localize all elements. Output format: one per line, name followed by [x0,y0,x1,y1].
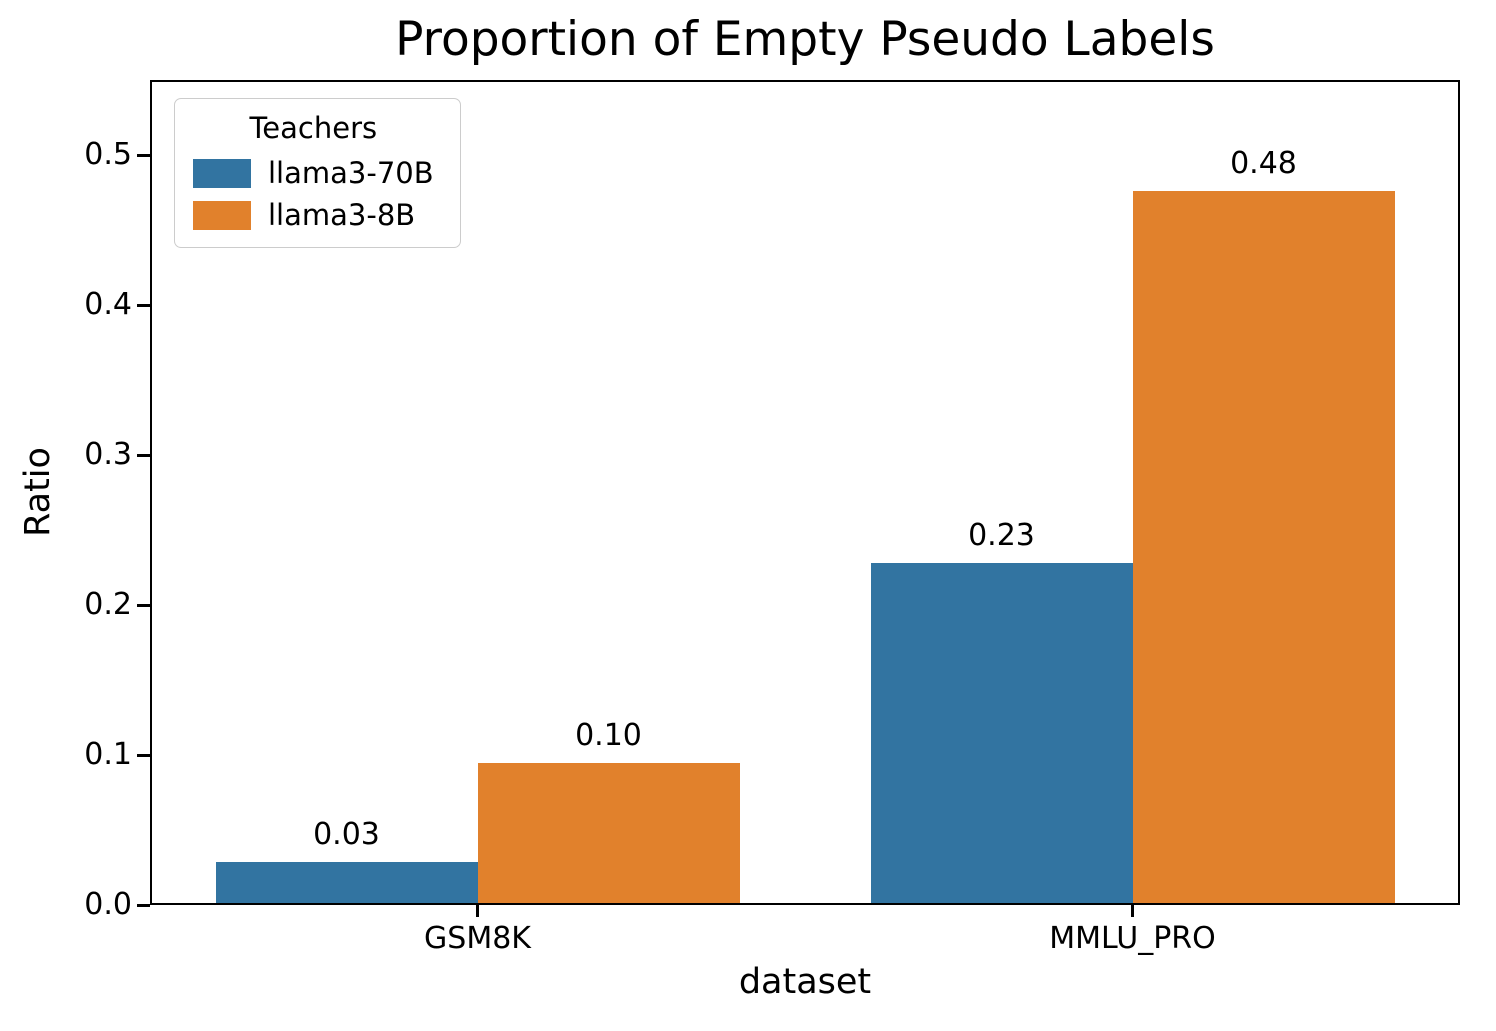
bar [870,563,1133,905]
y-tick-mark [137,603,150,607]
y-tick-mark [137,303,150,307]
y-tick-mark [137,453,150,457]
legend: Teachers llama3-70B llama3-8B [174,98,461,248]
x-tick-mark [476,905,479,917]
y-tick-mark [137,153,150,157]
bar-value-label: 0.03 [313,816,380,852]
x-axis-label: dataset [738,962,872,1002]
bar [1132,191,1395,905]
legend-swatch [193,158,251,188]
y-tick-label: 0.5 [84,137,132,172]
plot-area: 0.03 0.10 0.23 0.48 Teachers llama3-70B llam… [150,80,1460,905]
y-tick-label: 0.2 [84,587,132,622]
bar [477,762,740,905]
y-tick-mark [137,753,150,757]
legend-label: llama3-70B [268,156,434,190]
legend-label: llama3-8B [268,198,416,232]
y-tick-label: 0.0 [84,887,132,922]
legend-swatch [193,200,251,230]
y-tick-mark [137,903,150,907]
chart-title: Proportion of Empty Pseudo Labels [395,12,1215,67]
y-tick-label: 0.3 [84,437,132,472]
legend-title: Teachers [249,111,378,145]
legend-items: llama3-70B llama3-8B [193,157,434,231]
bar-value-label: 0.23 [968,518,1035,553]
x-tick-label: GSM8K [424,921,531,956]
bar [215,861,478,905]
legend-item: llama3-70B [193,157,434,189]
x-tick-label: MMLU_PRO [1049,921,1216,956]
legend-item: llama3-8B [193,199,434,231]
bar-value-label: 0.48 [1230,146,1297,181]
x-tick-mark [1131,905,1134,917]
y-tick-label: 0.4 [84,287,132,322]
y-tick-label: 0.1 [84,737,132,772]
bar-value-label: 0.10 [575,717,642,753]
